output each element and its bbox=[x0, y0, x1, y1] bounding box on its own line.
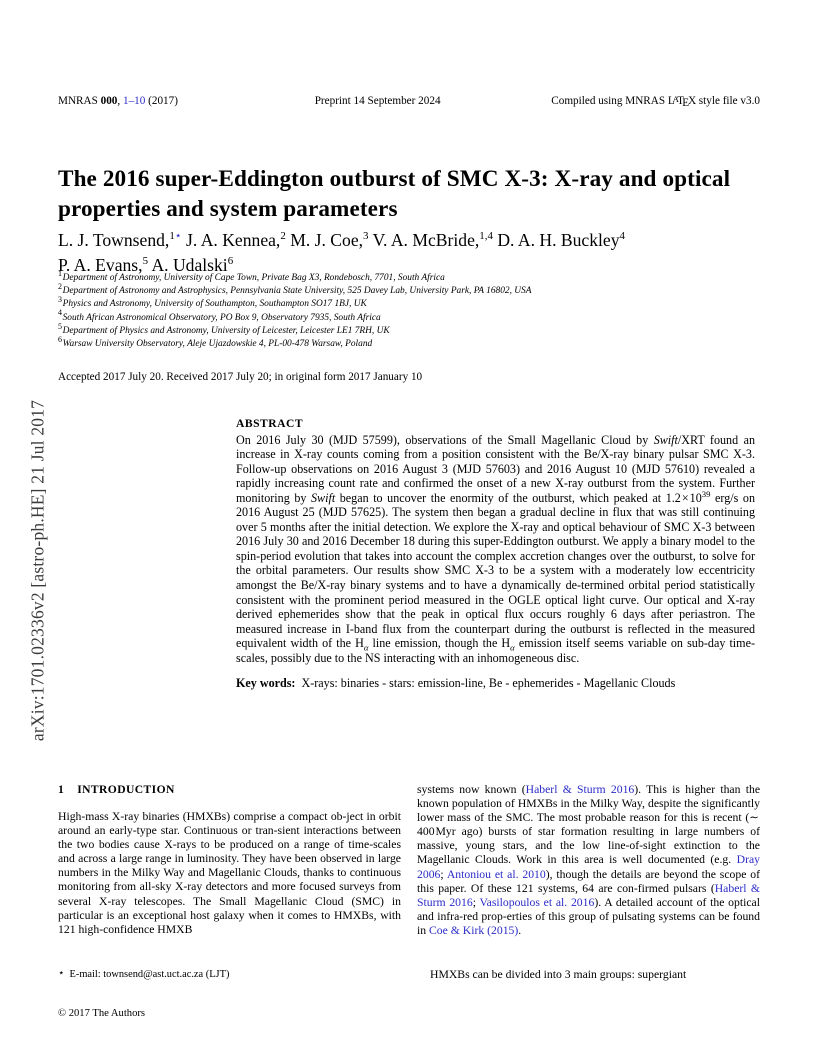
intro-text-right-continued: HMXBs can be divided into 3 main groups:… bbox=[430, 968, 687, 981]
affiliation-number: 1 bbox=[58, 268, 62, 278]
mission-name-swift: Swift bbox=[653, 432, 678, 447]
affiliation-text: Warsaw University Observatory, Aleje Uja… bbox=[62, 339, 373, 350]
affiliation-text: Physics and Astronomy, University of Sou… bbox=[62, 299, 367, 310]
citation-link[interactable]: (2015) bbox=[487, 923, 519, 937]
author-affiliation-marker: 3 bbox=[363, 230, 369, 243]
abstract-paragraph: On 2016 July 30 (MJD 57599), observation… bbox=[236, 432, 756, 665]
citation-link[interactable]: Dray 2006 bbox=[417, 853, 760, 881]
running-head-journal-ref: MNRAS 000, 1–10 (2017) bbox=[58, 95, 178, 107]
affiliation-item: 5Department of Physics and Astronomy, Un… bbox=[58, 321, 768, 338]
author-name: L. J. Townsend, bbox=[58, 230, 170, 250]
arxiv-stamp: arXiv:1701.02336v2 [astro-ph.HE] 21 Jul … bbox=[27, 399, 48, 742]
author-affiliation-marker: 6 bbox=[227, 255, 234, 268]
section-heading-introduction: 1 INTRODUCTION bbox=[58, 783, 401, 796]
intro-text-left: High-mass X-ray binaries (HMXBs) compris… bbox=[58, 810, 401, 937]
journal-pages-link[interactable]: 1–10 bbox=[122, 95, 146, 107]
affiliation-list: 1Department of Astronomy, University of … bbox=[58, 268, 768, 351]
author-affiliation-marker: 1,4 bbox=[479, 230, 493, 243]
author-name: J. A. Kennea, bbox=[186, 230, 281, 250]
affiliation-number: 6 bbox=[58, 334, 62, 344]
author-affiliation-marker: 2 bbox=[280, 230, 286, 243]
footnote-email: ⋆ E-mail: townsend@ast.uct.ac.za (LJT) bbox=[58, 968, 401, 981]
keywords-block: Key words: X-rays: binaries - stars: emi… bbox=[236, 676, 755, 691]
author-entry: J. A. Kennea,2 bbox=[186, 230, 286, 250]
preprint-date: Preprint 14 September 2024 bbox=[314, 95, 441, 107]
author-list: L. J. Townsend,1⋆ J. A. Kennea,2 M. J. C… bbox=[58, 228, 768, 278]
compiled-suffix: style file v3.0 bbox=[698, 95, 760, 107]
author-affiliation-marker: 4 bbox=[619, 230, 625, 243]
author-entry: A. Udalski6 bbox=[151, 255, 233, 275]
affiliation-text: Department of Astronomy and Astrophysics… bbox=[62, 286, 532, 297]
alpha-subscript: α bbox=[510, 642, 515, 653]
section-title: INTRODUCTION bbox=[77, 783, 175, 796]
paragraph: High-mass X-ray binaries (HMXBs) compris… bbox=[58, 810, 401, 936]
body-column-left: 1 INTRODUCTION High-mass X-ray binaries (… bbox=[58, 783, 401, 937]
abstract-body: On 2016 July 30 (MJD 57599), observation… bbox=[236, 433, 755, 666]
affiliation-text: Department of Astronomy, University of C… bbox=[62, 273, 445, 283]
citation-link[interactable]: Antoniou et al. 2010 bbox=[446, 867, 546, 881]
author-name: P. A. Evans, bbox=[58, 255, 143, 275]
affiliation-number: 2 bbox=[58, 282, 62, 292]
affiliation-number: 3 bbox=[58, 295, 62, 305]
citation-link[interactable]: Haberl & Sturm 2016 bbox=[525, 783, 635, 796]
author-name: M. J. Coe, bbox=[290, 230, 364, 250]
author-entry: V. A. McBride,1,4 bbox=[373, 230, 493, 250]
intro-text-right: systems now known (Haberl & Sturm 2016).… bbox=[417, 783, 760, 938]
affiliation-number: 5 bbox=[58, 321, 62, 331]
section-number: 1 bbox=[58, 783, 65, 796]
author-affiliation-marker: 1 bbox=[169, 230, 175, 243]
compiled-prefix: Compiled using MNRAS bbox=[551, 95, 666, 107]
accepted-dates: Accepted 2017 July 20. Received 2017 Jul… bbox=[58, 371, 423, 383]
footnote-block: ⋆ E-mail: townsend@ast.uct.ac.za (LJT) bbox=[58, 968, 401, 981]
affiliation-number: 4 bbox=[58, 308, 62, 318]
footnote-marker: ⋆ bbox=[58, 968, 65, 979]
author-affiliation-marker: 5 bbox=[142, 255, 149, 268]
author-entry: L. J. Townsend,1⋆ bbox=[58, 230, 182, 250]
latex-logo: LATEX bbox=[667, 93, 696, 110]
journal-year: (2017) bbox=[148, 95, 178, 107]
affiliation-item: 2Department of Astronomy and Astrophysic… bbox=[58, 282, 768, 298]
keywords-text: X-rays: binaries - stars: emission-line,… bbox=[301, 676, 676, 691]
abstract-heading: ABSTRACT bbox=[236, 417, 304, 430]
author-corresponding-marker: ⋆ bbox=[174, 230, 182, 243]
keywords-label: Key words: bbox=[236, 676, 296, 691]
journal-volume: 000 bbox=[100, 95, 118, 107]
copyright-line: © 2017 The Authors bbox=[58, 1008, 146, 1019]
affiliation-text: Department of Physics and Astronomy, Uni… bbox=[62, 325, 390, 336]
alpha-subscript: α bbox=[363, 642, 369, 653]
affiliation-item: 1Department of Astronomy, University of … bbox=[58, 268, 768, 285]
affiliation-item: 4South African Astronomical Observatory,… bbox=[58, 309, 768, 325]
running-head: MNRAS 000, 1–10 (2017) Preprint 14 Septe… bbox=[58, 93, 760, 110]
mission-name-swift: Swift bbox=[310, 490, 336, 505]
affiliation-item: 3Physics and Astronomy, University of So… bbox=[58, 295, 768, 311]
author-name: V. A. McBride, bbox=[372, 230, 480, 250]
body-column-right: systems now known (Haberl & Sturm 2016).… bbox=[417, 783, 760, 938]
page-title: The 2016 super-Eddington outburst of SMC… bbox=[58, 165, 731, 222]
author-name: A. Udalski bbox=[151, 255, 228, 275]
compiled-with-note: Compiled using MNRAS LATEX style file v3… bbox=[551, 93, 760, 110]
author-entry: M. J. Coe,3 bbox=[290, 230, 368, 250]
paragraph: systems now known (Haberl & Sturm 2016).… bbox=[417, 783, 761, 937]
author-entry: P. A. Evans,5 bbox=[58, 255, 148, 275]
affiliation-text: South African Astronomical Observatory, … bbox=[62, 312, 381, 323]
citation-link[interactable]: Haberl & Sturm 2016 bbox=[417, 881, 760, 909]
citation-link[interactable]: Coe & Kirk bbox=[429, 923, 485, 937]
affiliation-item: 6Warsaw University Observatory, Aleje Uj… bbox=[58, 334, 768, 351]
exponent: 39 bbox=[701, 488, 711, 499]
author-entry: D. A. H. Buckley4 bbox=[497, 230, 625, 250]
journal-name: MNRAS bbox=[58, 95, 98, 107]
author-name: D. A. H. Buckley bbox=[497, 230, 620, 250]
footnote-text: E-mail: townsend@ast.uct.ac.za (LJT) bbox=[69, 969, 230, 980]
abstract-block: ABSTRACT On 2016 July 30 (MJD 57599), ob… bbox=[236, 417, 755, 691]
citation-link[interactable]: Vasilopoulos et al. 2016 bbox=[479, 895, 595, 909]
